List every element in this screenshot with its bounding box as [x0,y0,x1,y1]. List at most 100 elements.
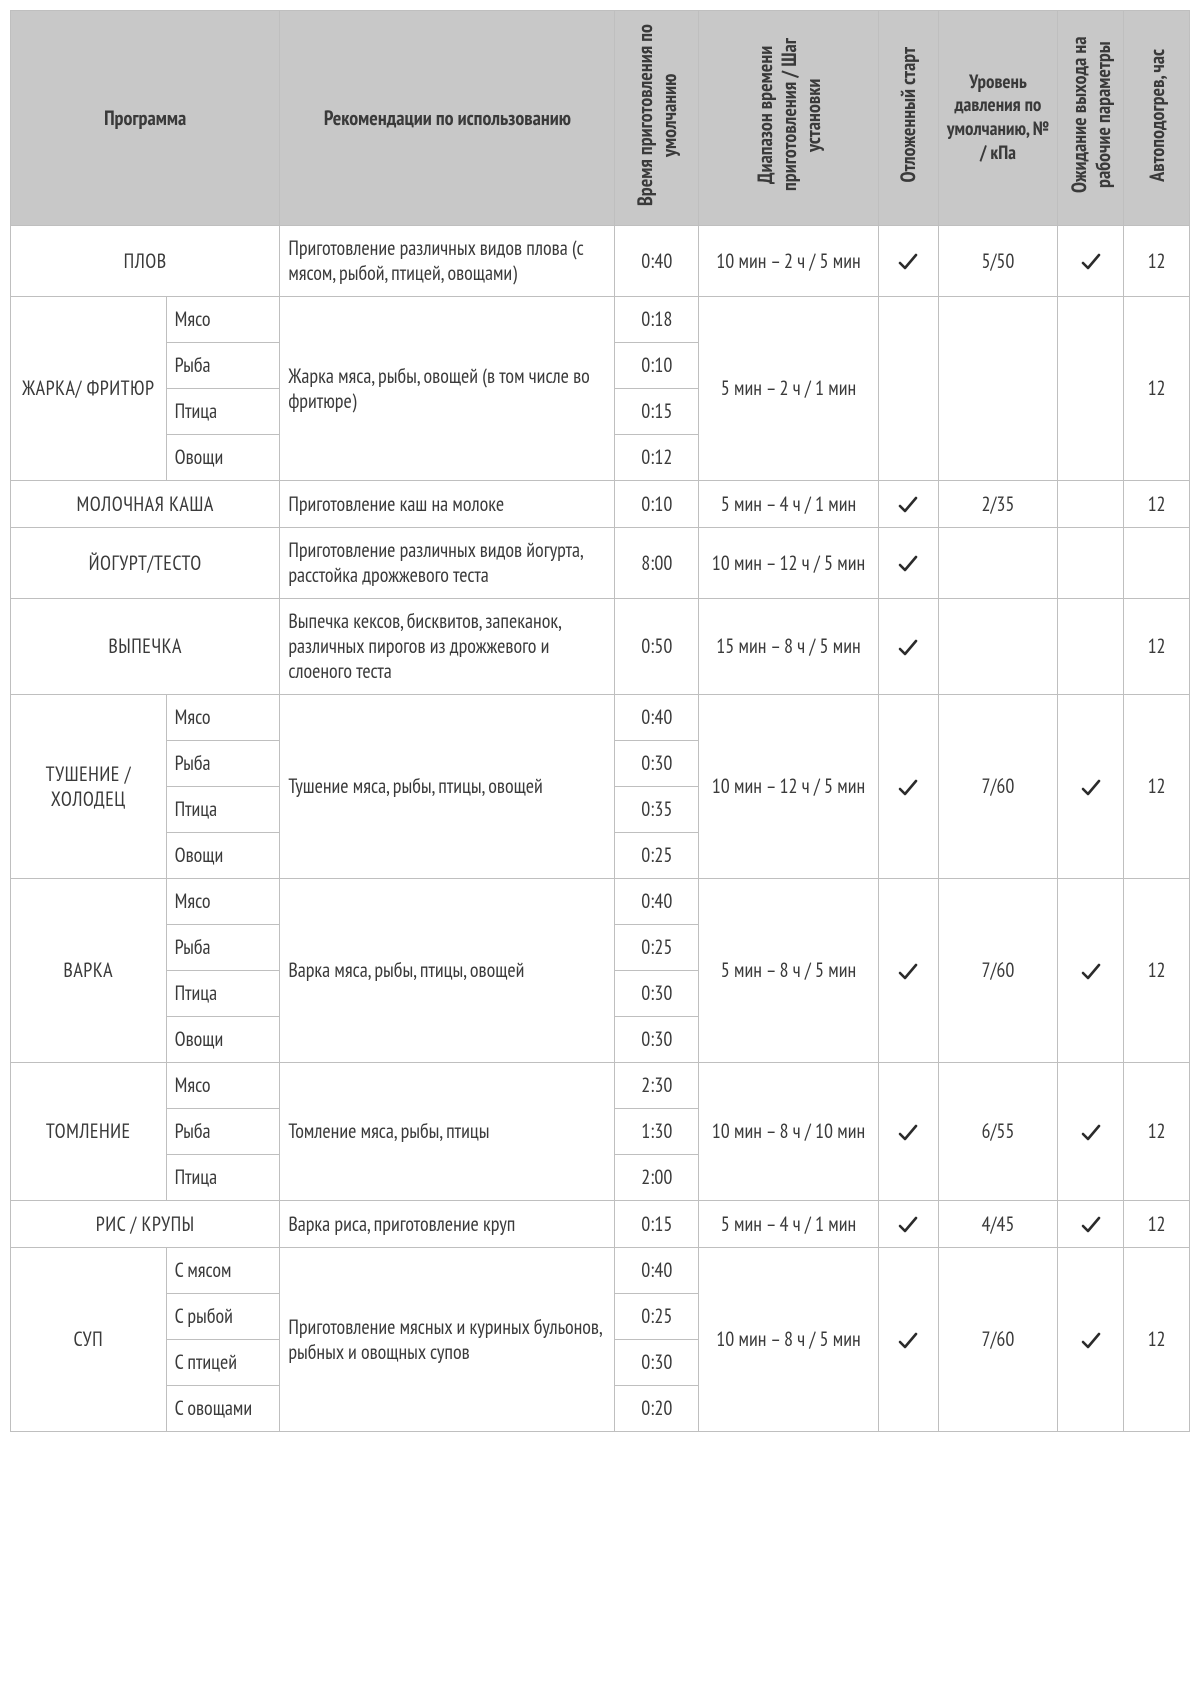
autoheat-hours: 12 [1124,297,1190,481]
th-range: Диапазон времени приготовления / Шаг уст… [699,11,879,226]
check-icon [896,1213,920,1237]
delayed-start [878,1063,938,1201]
time-range: 10 мин – 12 ч / 5 мин [699,528,879,599]
autoheat-hours: 12 [1124,481,1190,528]
delayed-start [878,528,938,599]
pressure-level: 7/60 [938,879,1058,1063]
default-time: 0:20 [615,1386,699,1432]
delayed-start [878,226,938,297]
pressure-level: 7/60 [938,1248,1058,1432]
default-time: 0:40 [615,226,699,297]
th-pressure: Уровень давле­ния по умолча­нию, № / кПа [938,11,1058,226]
default-time: 0:25 [615,1294,699,1340]
default-time: 0:10 [615,343,699,389]
time-range: 5 мин – 8 ч / 5 мин [699,879,879,1063]
check-icon [1079,1121,1103,1145]
program-subtype: Овощи [166,833,280,879]
wait-for-params [1058,297,1124,481]
default-time: 8:00 [615,528,699,599]
program-subtype: Овощи [166,435,280,481]
check-icon [1079,1329,1103,1353]
program-name: ТОМЛЕНИЕ [11,1063,167,1201]
table-row: ЖАРКА/ ФРИТЮРМясоЖарка мяса, рыбы, овоще… [11,297,1190,343]
wait-for-params [1058,1248,1124,1432]
check-icon [896,776,920,800]
check-icon [896,636,920,660]
pressure-level: 5/50 [938,226,1058,297]
program-name: СУП [11,1248,167,1432]
program-subtype: Рыба [166,1109,280,1155]
th-default-time: Время приготовления по умолчанию [615,11,699,226]
program-subtype: С рыбой [166,1294,280,1340]
default-time: 0:15 [615,389,699,435]
autoheat-hours: 12 [1124,226,1190,297]
default-time: 0:12 [615,435,699,481]
autoheat-hours: 12 [1124,599,1190,695]
check-icon [896,1329,920,1353]
time-range: 10 мин – 2 ч / 5 мин [699,226,879,297]
table-row: СУПС мясомПриготовление мясных и куриных… [11,1248,1190,1294]
check-icon [1079,960,1103,984]
recommendation-text: Варка мяса, рыбы, птицы, овощей [280,879,615,1063]
pressure-level [938,528,1058,599]
default-time: 1:30 [615,1109,699,1155]
default-time: 0:30 [615,1017,699,1063]
wait-for-params [1058,226,1124,297]
wait-for-params [1058,528,1124,599]
default-time: 0:30 [615,1340,699,1386]
delayed-start [878,695,938,879]
check-icon [1079,250,1103,274]
th-auto: Автоподогрев, час [1124,11,1190,226]
wait-for-params [1058,481,1124,528]
program-subtype: Мясо [166,297,280,343]
program-subtype: Рыба [166,741,280,787]
time-range: 10 мин – 8 ч / 10 мин [699,1063,879,1201]
pressure-level: 7/60 [938,695,1058,879]
wait-for-params [1058,1063,1124,1201]
program-subtype: Птица [166,971,280,1017]
default-time: 0:10 [615,481,699,528]
table-head: Программа Рекомендации по использованию … [11,11,1190,226]
default-time: 0:30 [615,971,699,1017]
time-range: 10 мин – 12 ч / 5 мин [699,695,879,879]
check-icon [1079,776,1103,800]
program-name: ЙОГУРТ/ТЕСТО [11,528,280,599]
check-icon [896,250,920,274]
table-row: ВАРКАМясоВарка мяса, рыбы, птицы, овощей… [11,879,1190,925]
wait-for-params [1058,1201,1124,1248]
time-range: 5 мин – 4 ч / 1 мин [699,481,879,528]
recommendation-text: Приготовление мясных и куриных бульонов,… [280,1248,615,1432]
delayed-start [878,599,938,695]
check-icon [896,960,920,984]
default-time: 0:40 [615,1248,699,1294]
pressure-level [938,599,1058,695]
check-icon [896,493,920,517]
time-range: 15 мин – 8 ч / 5 мин [699,599,879,695]
recommendation-text: Приготовление различных видов плова (с м… [280,226,615,297]
autoheat-hours: 12 [1124,1201,1190,1248]
pressure-level: 2/35 [938,481,1058,528]
program-subtype: Мясо [166,879,280,925]
default-time: 0:18 [615,297,699,343]
table-row: РИС / КРУПЫВарка риса, приготовление кру… [11,1201,1190,1248]
table-row: МОЛОЧНАЯ КАШАПриготовление каш на молоке… [11,481,1190,528]
autoheat-hours [1124,528,1190,599]
delayed-start [878,1201,938,1248]
default-time: 0:25 [615,833,699,879]
default-time: 0:35 [615,787,699,833]
program-name: МОЛОЧНАЯ КАША [11,481,280,528]
programs-table: Программа Рекомендации по использованию … [10,10,1190,1432]
default-time: 0:15 [615,1201,699,1248]
table-row: ВЫПЕЧКАВыпечка кексов, бисквитов, запе­к… [11,599,1190,695]
default-time: 2:30 [615,1063,699,1109]
default-time: 2:00 [615,1155,699,1201]
autoheat-hours: 12 [1124,695,1190,879]
program-subtype: Рыба [166,343,280,389]
delayed-start [878,879,938,1063]
pressure-level: 4/45 [938,1201,1058,1248]
recommendation-text: Приготовление различных видов йогурта, р… [280,528,615,599]
default-time: 0:25 [615,925,699,971]
program-name: ЖАРКА/ ФРИТЮР [11,297,167,481]
autoheat-hours: 12 [1124,879,1190,1063]
table-body: ПЛОВПриготовление различных видов плова … [11,226,1190,1432]
